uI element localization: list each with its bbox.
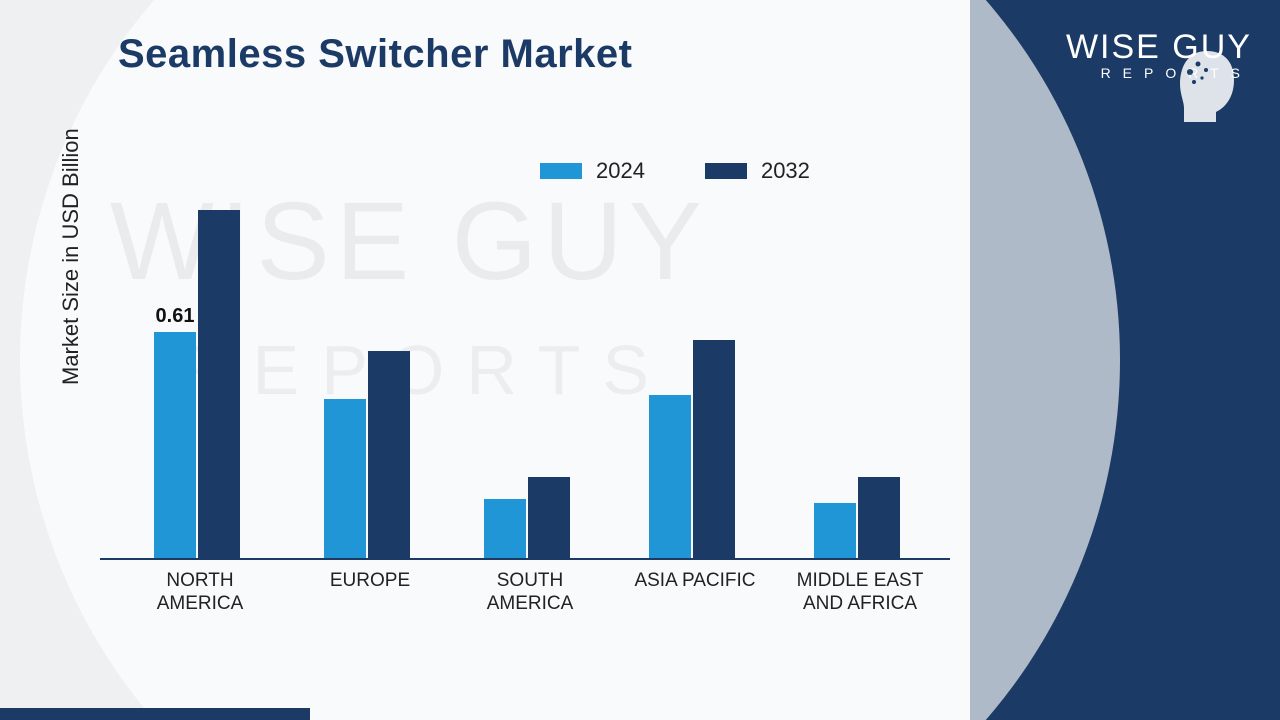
chart-title: Seamless Switcher Market [118,32,632,77]
bar-2024: 0.61 [154,332,196,558]
legend-label-2024: 2024 [596,158,645,184]
head-icon [1172,46,1242,126]
bar-2024 [649,395,691,558]
legend-item-2024: 2024 [540,158,645,184]
legend-item-2032: 2032 [705,158,810,184]
bar-2032 [198,210,240,558]
x-category-label: MIDDLE EAST AND AFRICA [790,570,930,616]
y-axis-label: Market Size in USD Billion [58,128,84,385]
bar-2024 [814,503,856,559]
x-axis-baseline [100,558,950,560]
bar-2032 [858,477,900,558]
bar-2032 [693,340,735,558]
x-category-label: SOUTH AMERICA [460,570,600,616]
bottom-accent-bar [0,708,310,720]
x-category-label: EUROPE [300,570,440,593]
bar-value-label: 0.61 [156,305,195,332]
plot-area: 0.61NORTH AMERICAEUROPESOUTH AMERICAASIA… [100,190,950,560]
legend-swatch-2024 [540,163,582,179]
bar-2024 [324,399,366,558]
legend-label-2032: 2032 [761,158,810,184]
bar-2024 [484,499,526,558]
legend: 2024 2032 [540,158,810,184]
bar-2032 [528,477,570,558]
x-category-label: ASIA PACIFIC [625,570,765,593]
bar-2032 [368,351,410,558]
x-category-label: NORTH AMERICA [130,570,270,616]
legend-swatch-2032 [705,163,747,179]
brand-logo: WISE GUY REPORTS [1066,28,1252,81]
chart-canvas: WISE GUY REPORTS Seamless Switcher Marke… [0,0,1280,720]
